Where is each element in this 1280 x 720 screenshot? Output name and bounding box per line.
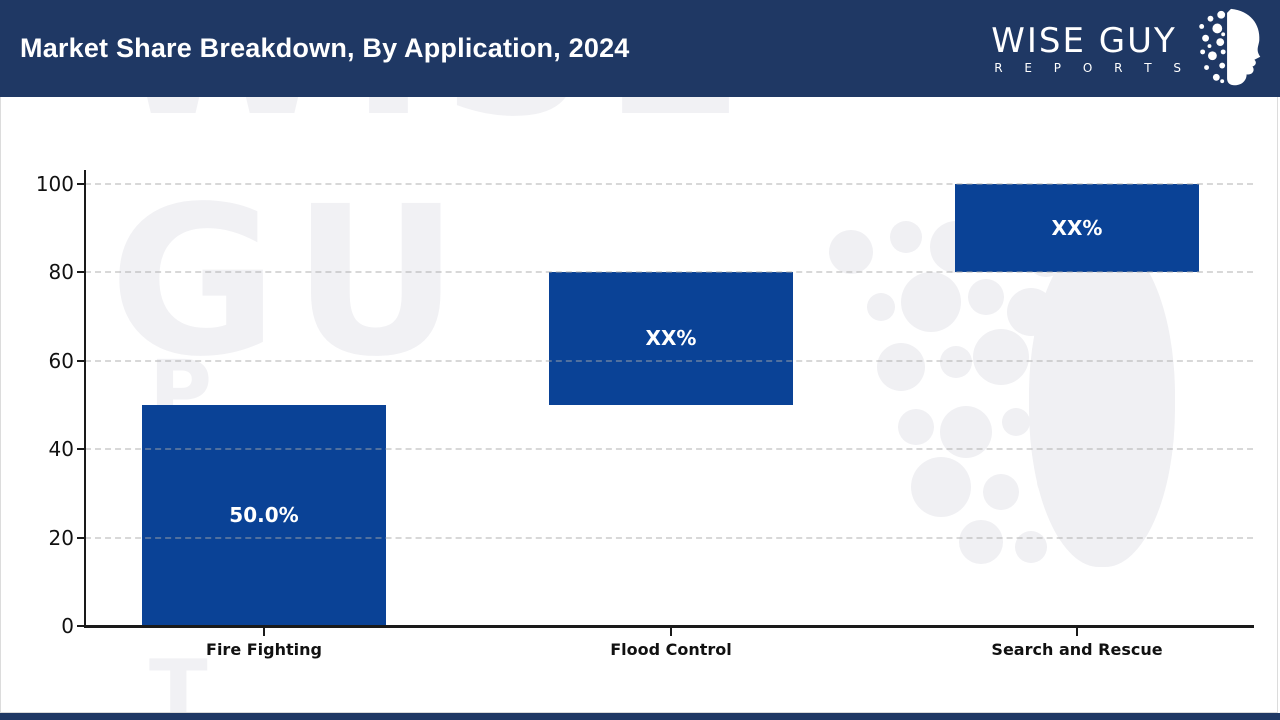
xtick-mark-fire-fighting bbox=[263, 628, 265, 636]
watermark-dot bbox=[968, 279, 1004, 315]
page-title: Market Share Breakdown, By Application, … bbox=[20, 33, 630, 63]
ytick-label-20: 20 bbox=[48, 525, 74, 550]
bar-flood-control bbox=[549, 272, 793, 405]
watermark-dot bbox=[1038, 349, 1074, 385]
ytick-mark-20 bbox=[77, 536, 84, 539]
logo-subname: R E P O R T S bbox=[994, 60, 1190, 75]
watermark-dot bbox=[983, 474, 1019, 510]
gridline-100 bbox=[85, 182, 1253, 185]
ytick-mark-60 bbox=[77, 359, 84, 362]
xtick-label-fire-fighting: Fire Fighting bbox=[206, 640, 322, 659]
header-bar: Market Share Breakdown, By Application, … bbox=[0, 0, 1280, 97]
bar-chart: 50.0% XX% XX% 0 20 40 60 80 100 Fire Fighting Fl… bbox=[0, 97, 1280, 713]
bar-value-label-fire-fighting: 50.0% bbox=[229, 503, 299, 528]
wiseguy-head-icon bbox=[1194, 5, 1266, 93]
footer-bar bbox=[0, 713, 1280, 720]
watermark-dot bbox=[911, 457, 971, 517]
watermark-dot bbox=[1037, 468, 1065, 496]
watermark-dot bbox=[1007, 288, 1055, 336]
gridline-80 bbox=[85, 271, 1253, 273]
wiseguy-logo: WISE GUY R E P O R T S bbox=[991, 5, 1266, 93]
ytick-mark-100 bbox=[77, 182, 84, 185]
xtick-label-flood-control: Flood Control bbox=[610, 640, 732, 659]
watermark-dot bbox=[959, 520, 1003, 564]
ytick-label-100: 100 bbox=[35, 171, 74, 196]
gridline-60 bbox=[85, 359, 1253, 362]
y-axis-line bbox=[84, 170, 86, 627]
x-axis-line bbox=[84, 625, 1254, 628]
gridline-40 bbox=[85, 448, 1253, 450]
watermark-dot bbox=[1015, 531, 1047, 563]
ytick-label-80: 80 bbox=[48, 260, 74, 284]
logo-name: WISE GUY bbox=[991, 20, 1177, 61]
bar-value-label-search-and-rescue: XX% bbox=[1051, 215, 1103, 240]
watermark-dot bbox=[867, 293, 895, 321]
watermark-dot bbox=[877, 343, 925, 391]
ytick-mark-80 bbox=[77, 271, 84, 273]
xtick-mark-search-and-rescue bbox=[1076, 628, 1078, 636]
bar-fire-fighting bbox=[142, 404, 386, 626]
watermark-dot bbox=[940, 406, 992, 458]
watermark-dot bbox=[1041, 417, 1081, 457]
watermark-dot bbox=[940, 346, 972, 378]
bar-search-and-rescue bbox=[955, 183, 1199, 272]
ytick-mark-0 bbox=[77, 625, 84, 627]
bar-value-label-flood-control: XX% bbox=[645, 326, 697, 351]
watermark-text-line1: WISE GU bbox=[109, 97, 744, 402]
watermark-head-icon bbox=[1029, 237, 1175, 567]
xtick-mark-flood-control bbox=[670, 628, 672, 636]
watermark-dot bbox=[898, 409, 934, 445]
watermark-dot bbox=[1002, 408, 1030, 436]
watermark-dot bbox=[973, 329, 1029, 385]
ytick-mark-40 bbox=[77, 448, 84, 450]
ytick-label-60: 60 bbox=[48, 348, 74, 373]
watermark-dot bbox=[1064, 285, 1088, 309]
watermark-dot bbox=[901, 272, 961, 332]
watermark-dot bbox=[829, 230, 873, 274]
gridline-20 bbox=[85, 536, 1253, 539]
xtick-label-search-and-rescue: Search and Rescue bbox=[991, 640, 1163, 659]
ytick-label-40: 40 bbox=[48, 437, 74, 461]
ytick-label-0: 0 bbox=[61, 614, 74, 638]
watermark-dot bbox=[890, 221, 922, 253]
